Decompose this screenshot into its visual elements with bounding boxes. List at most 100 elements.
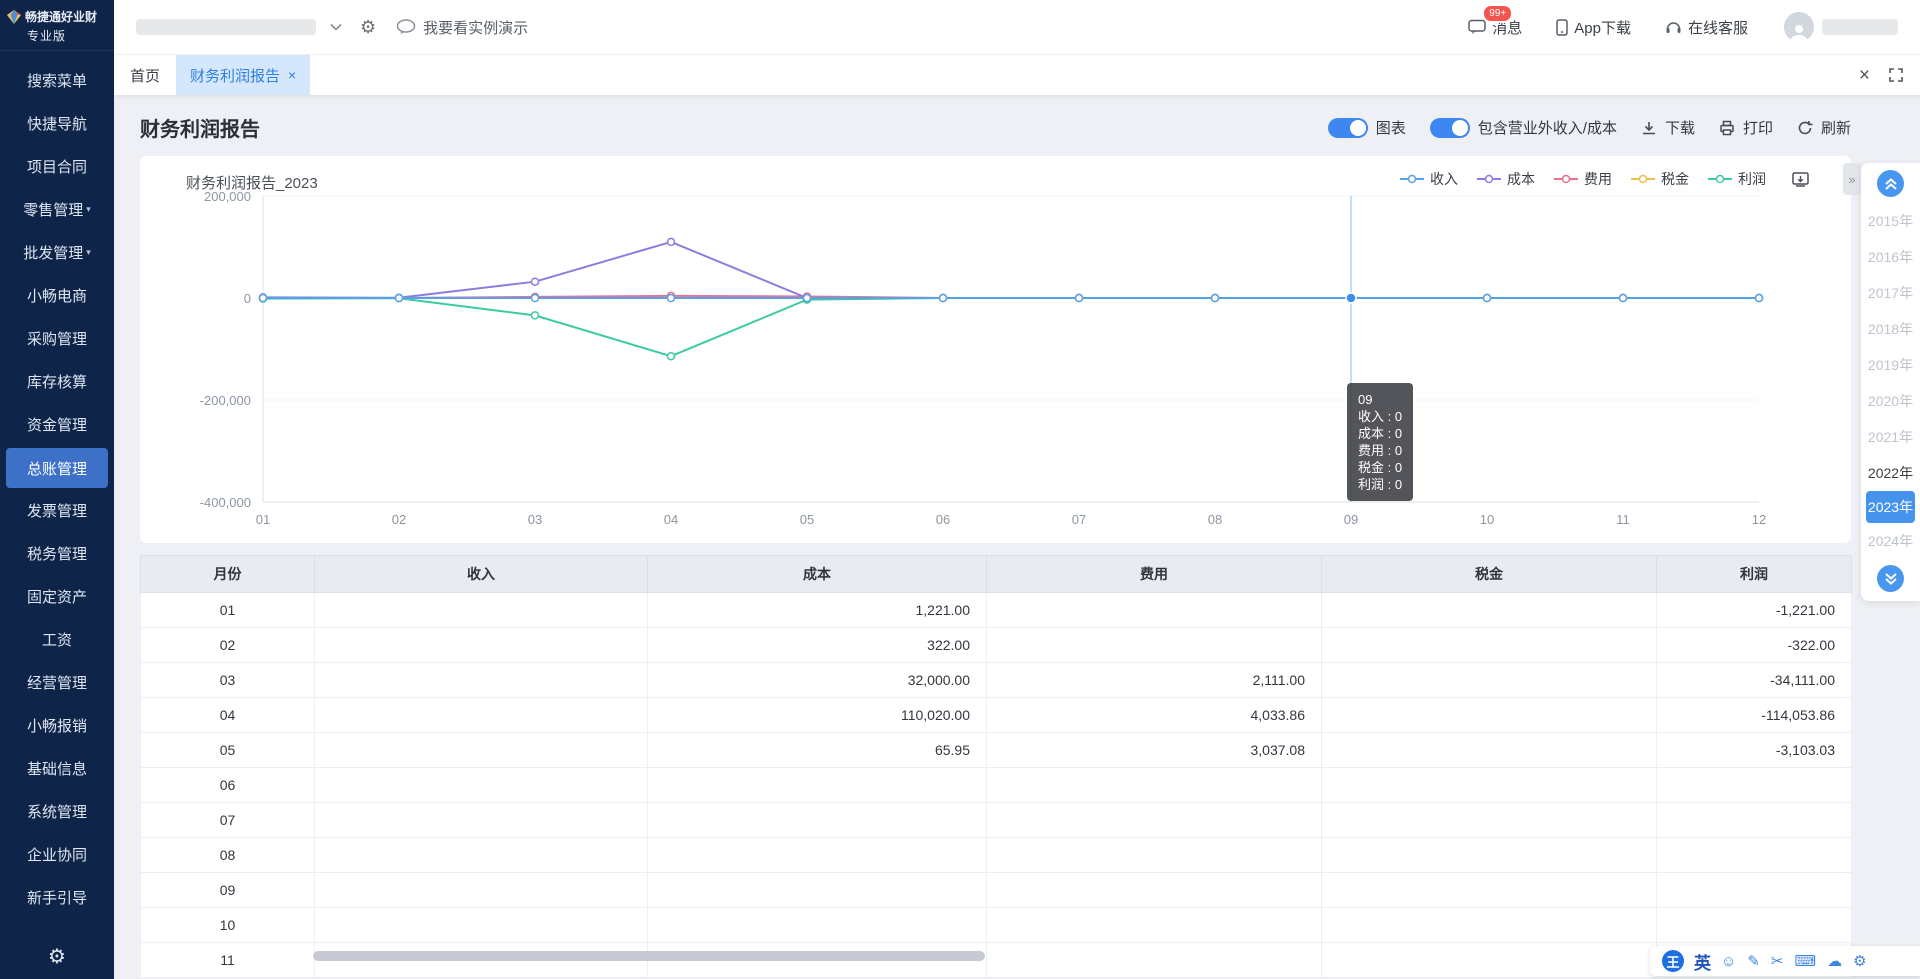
year-item-2023年[interactable]: 2023年 [1866, 491, 1915, 523]
tab-profit-report[interactable]: 财务利润报告 × [176, 55, 311, 95]
sidebar-item-税务管理[interactable]: 税务管理 [26, 546, 87, 563]
headset-icon [1666, 22, 1681, 33]
year-item-2019年[interactable]: 2019年 [1867, 357, 1914, 373]
table-row[interactable]: 03 32,000.00 2,111.00 -34,111.00 [140, 662, 1852, 698]
demo-link-label: 我要看实例演示 [423, 19, 529, 37]
svg-text:-200,000: -200,000 [200, 393, 251, 408]
sidebar-item-小畅报销[interactable]: 小畅报销 [26, 718, 87, 735]
online-support-button[interactable]: 在线客服 [1665, 17, 1748, 38]
legend-item-费用[interactable]: 费用 [1553, 169, 1612, 189]
sidebar-item-企业协同[interactable]: 企业协同 [26, 847, 87, 864]
table-header-成本: 成本 [647, 555, 987, 593]
download-button[interactable]: 下载 [1641, 117, 1695, 138]
smiley-icon[interactable]: ☺ [1721, 952, 1737, 970]
table-row[interactable]: 02 322.00 -322.00 [140, 627, 1852, 663]
sidebar-item-新手引导[interactable]: 新手引导 [26, 890, 87, 907]
company-selector-blurred[interactable] [136, 19, 316, 35]
year-item-2020年[interactable]: 2020年 [1867, 393, 1914, 409]
save-chart-image-icon[interactable] [1792, 171, 1809, 187]
sidebar-item-库存核算[interactable]: 库存核算 [26, 374, 87, 391]
sidebar-item-总账管理[interactable]: 总账管理 [6, 448, 108, 488]
sidebar-item-零售管理[interactable]: 零售管理 ▾ [23, 202, 91, 219]
table-row[interactable]: 10 [140, 907, 1852, 943]
legend-item-利润[interactable]: 利润 [1707, 169, 1766, 189]
legend-item-成本[interactable]: 成本 [1476, 169, 1535, 189]
gear-icon[interactable]: ⚙ [360, 16, 377, 37]
table-row[interactable]: 05 65.95 3,037.08 -3,103.03 [140, 732, 1852, 768]
refresh-label: 刷新 [1820, 120, 1851, 137]
sidebar-item-资金管理[interactable]: 资金管理 [26, 417, 87, 434]
ime-language[interactable]: 英 [1694, 953, 1711, 973]
sidebar-item-快捷导航[interactable]: 快捷导航 [26, 116, 87, 133]
messages-label: 消息 [1492, 19, 1523, 37]
tab-home[interactable]: 首页 [130, 67, 161, 85]
svg-text:12: 12 [1752, 512, 1766, 527]
refresh-button[interactable]: 刷新 [1797, 117, 1851, 138]
username-blurred[interactable] [1822, 19, 1898, 35]
year-item-2021年[interactable]: 2021年 [1867, 429, 1914, 445]
settings-icon[interactable]: ⚙ [1853, 952, 1867, 970]
print-button[interactable]: 打印 [1719, 117, 1773, 138]
table-row[interactable]: 01 1,221.00 -1,221.00 [140, 592, 1852, 628]
messages-button[interactable]: 99+ 消息 [1468, 3, 1523, 38]
year-scroll-up-icon[interactable] [1877, 170, 1904, 197]
chevron-down-icon[interactable] [330, 23, 342, 31]
table-cell [986, 627, 1322, 663]
sidebar-menu: 搜索菜单快捷导航项目合同零售管理 ▾ 批发管理 ▾ 小畅电商采购管理库存核算资金管理总账… [0, 51, 114, 919]
chart-view-toggle[interactable] [1327, 117, 1368, 138]
year-item-2016年[interactable]: 2016年 [1867, 249, 1914, 265]
table-cell [314, 872, 648, 908]
sidebar-item-经营管理[interactable]: 经营管理 [26, 675, 87, 692]
close-icon[interactable]: × [1858, 64, 1870, 86]
include-nonoperating-toggle-label: 包含营业外收入/成本 [1477, 120, 1617, 137]
demo-link[interactable]: 我要看实例演示 [396, 17, 528, 38]
collapse-year-panel-icon[interactable]: » [1843, 163, 1861, 195]
table-row[interactable]: 08 [140, 837, 1852, 873]
table-cell [1656, 767, 1852, 803]
year-scroll-down-icon[interactable] [1877, 565, 1904, 592]
tab-close-icon[interactable]: × [288, 67, 297, 83]
table-row[interactable]: 06 [140, 767, 1852, 803]
avatar[interactable] [1784, 12, 1814, 42]
sidebar-item-工资[interactable]: 工资 [41, 632, 72, 649]
ime-logo[interactable]: 王 [1662, 950, 1684, 972]
table-cell: 04 [140, 697, 315, 733]
legend-item-税金[interactable]: 税金 [1630, 169, 1689, 189]
sidebar-item-发票管理[interactable]: 发票管理 [26, 503, 87, 520]
fullscreen-icon[interactable] [1888, 67, 1904, 83]
pen-icon[interactable]: ✎ [1747, 952, 1760, 970]
scissors-icon[interactable]: ✂ [1770, 952, 1784, 970]
year-item-2018年[interactable]: 2018年 [1867, 321, 1914, 337]
table-cell: 09 [140, 872, 315, 908]
table-horizontal-scrollbar[interactable] [313, 951, 985, 961]
sidebar-item-项目合同[interactable]: 项目合同 [26, 159, 87, 176]
sidebar-item-基础信息[interactable]: 基础信息 [26, 761, 87, 778]
sidebar-item-小畅电商[interactable]: 小畅电商 [26, 288, 87, 305]
year-item-2015年[interactable]: 2015年 [1867, 213, 1914, 229]
table-row[interactable]: 04 110,020.00 4,033.86 -114,053.86 [140, 697, 1852, 733]
main-content: 财务利润报告 图表 包含营业外收入/成本 下载 打印 [114, 95, 1920, 979]
cloud-icon[interactable]: ☁ [1827, 952, 1843, 970]
sidebar-item-采购管理[interactable]: 采购管理 [26, 331, 87, 348]
year-item-2022年[interactable]: 2022年 [1867, 465, 1914, 481]
keyboard-icon[interactable]: ⌨ [1794, 952, 1817, 970]
app-download-button[interactable]: App下载 [1556, 17, 1631, 38]
download-icon [1642, 121, 1655, 134]
table-cell [1321, 662, 1657, 698]
sidebar: 畅捷通好业财 专业版 搜索菜单 快捷导航 项目合同 零售管理 ▾ 批发管理 ▾ 小畅电商 采购管… [0, 0, 114, 979]
table-cell: 07 [140, 802, 315, 838]
sidebar-item-固定资产[interactable]: 固定资产 [26, 589, 87, 606]
year-item-2024年[interactable]: 2024年 [1867, 533, 1914, 549]
sidebar-item-系统管理[interactable]: 系统管理 [26, 804, 87, 821]
sidebar-settings-gear-icon[interactable]: ⚙ [48, 946, 66, 968]
table-row[interactable]: 07 [140, 802, 1852, 838]
chart-plot-area[interactable]: 200,000 0 -200,000 -400,000 01 02 03 04 05 06 07 08… [140, 156, 1851, 543]
sidebar-item-批发管理[interactable]: 批发管理 ▾ [23, 245, 91, 262]
year-item-2017年[interactable]: 2017年 [1867, 285, 1914, 301]
tooltip-line: 收入 : 0 [1358, 409, 1403, 424]
chart-card: 财务利润报告_2023 收入 成本 费用 税金 利润 200,000 0 -200,000 -… [140, 156, 1851, 543]
table-row[interactable]: 09 [140, 872, 1852, 908]
include-nonoperating-toggle[interactable] [1429, 117, 1470, 138]
legend-item-收入[interactable]: 收入 [1399, 169, 1458, 189]
sidebar-item-搜索菜单[interactable]: 搜索菜单 [26, 73, 87, 90]
